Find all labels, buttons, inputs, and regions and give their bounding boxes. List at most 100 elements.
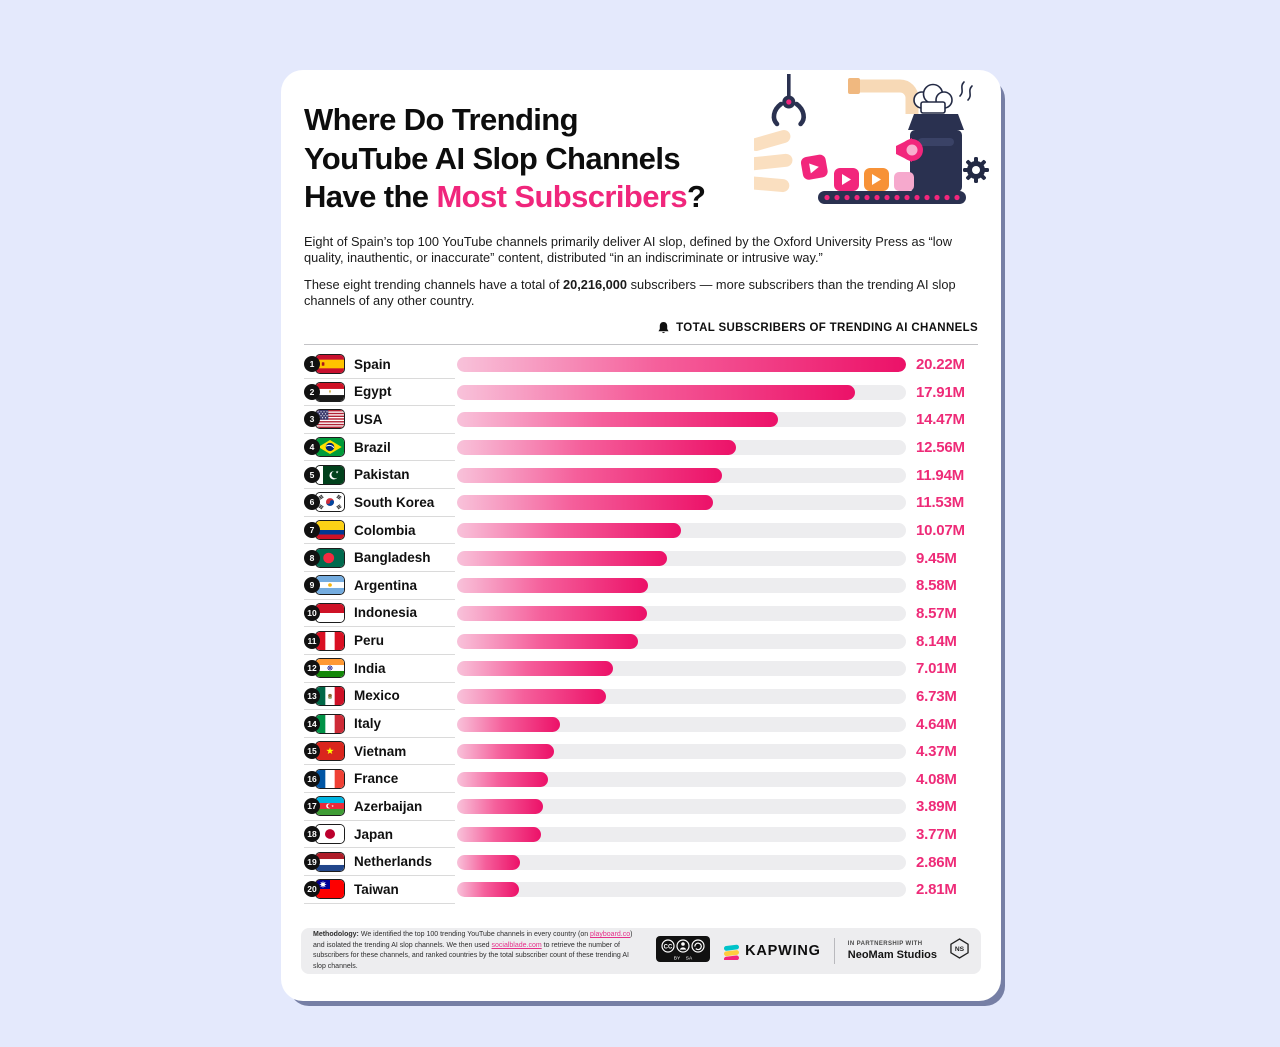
bar-fill [457,357,906,373]
methodology-part-3: to retrieve the number of subscribers fo… [313,941,629,970]
kapwing-wordmark: KAPWING [745,943,821,959]
flag-icon-usa [315,409,345,430]
value-label: 14.47M [916,411,965,429]
value-label: 11.53M [916,494,965,512]
row-label: 5 Pakistan [304,461,455,490]
value-label: 7.01M [916,660,957,678]
infographic-card: Where Do Trending YouTube AI Slop Channe… [281,70,1001,1001]
chart-row: 10 Indonesia 8.57M [304,600,978,628]
country-label: Taiwan [354,881,399,897]
svg-text:SA: SA [686,955,693,961]
row-label: 14 Italy [304,710,455,738]
bar-track [457,799,906,815]
socialblade-link[interactable]: socialblade.com [491,941,542,949]
bar-fill [457,578,648,594]
value-label: 4.37M [916,743,957,761]
footer-bar: Methodology: We identified the top 100 t… [301,928,981,974]
methodology-label: Methodology: [313,931,359,938]
rank-badge: 2 [304,383,320,400]
kapwing-logo[interactable]: KAPWING [723,943,821,960]
chart-row: 13 Mexico 6.73M [304,683,978,711]
bar-fill [457,633,638,649]
title-line-2: YouTube AI Slop Channels [304,140,681,176]
title-line-1: Where Do Trending [304,102,579,137]
chart-row: 15 Vietnam 4.37M [304,738,978,766]
value-label: 4.64M [916,715,957,733]
chart-row: 5 Pakistan 11.94M [304,461,978,490]
rank-badge: 3 [304,411,320,428]
rank-badge: 12 [304,660,320,677]
rank-badge: 13 [304,687,320,704]
bar-fill [457,771,548,787]
bar-track [457,688,906,704]
intro-p2-prefix: These eight trending channels have a tot… [304,276,563,292]
title-line-3-prefix: Have the [304,179,437,214]
footer-divider [833,938,835,964]
row-label: 6 South Korea [304,489,455,517]
bar-track [457,578,906,594]
chart-row: 16 France 4.08M [304,765,978,794]
chart-row: 9 Argentina 8.58M [304,572,978,600]
country-label: Italy [354,716,382,732]
flag-icon-peru [315,630,345,651]
chart-row: 4 Brazil 12.56M [304,434,978,462]
bar-fill [457,799,544,815]
row-label: 10 Indonesia [304,600,455,628]
content-factory-illustration [746,74,989,222]
factory-machine-graphic [746,74,989,204]
bar-chart: 1 Spain 20.22M 2 Egypt 17.91M 3 USA 14.4… [304,351,978,904]
value-label: 10.07M [916,522,965,540]
title-highlight: Most Subscribers [436,179,687,214]
row-label: 4 Brazil [304,434,455,462]
flag-icon-brazil [315,437,345,458]
rank-badge: 14 [304,715,320,732]
chart-legend: TOTAL SUBSCRIBERS OF TRENDING AI CHANNEL… [304,321,978,345]
value-label: 2.81M [916,881,957,899]
flag-icon-indonesia [315,602,345,623]
row-label: 1 Spain [304,351,455,379]
bar-fill [457,412,779,428]
chart-row: 20 Taiwan 2.81M [304,876,978,904]
rank-badge: 6 [304,494,320,511]
row-label: 8 Bangladesh [304,544,455,572]
title-line-3: Have the Most Subscribers? [304,178,764,217]
rank-badge: 5 [304,466,320,483]
row-label: 15 Vietnam [304,738,455,766]
bar-track [457,661,906,677]
flag-icon-italy [315,713,345,734]
value-label: 8.57M [916,604,957,622]
bar-track [457,440,906,456]
title-line-3-suffix: ? [686,179,706,214]
bar-fill [457,440,736,456]
playboard-link[interactable]: playboard.co [590,931,631,938]
flag-icon-argentina [315,575,345,596]
row-label: 2 Egypt [304,379,455,407]
country-label: Argentina [354,577,418,593]
chart-row: 14 Italy 4.64M [304,710,978,738]
rank-badge: 18 [304,826,320,843]
bar-track [457,384,906,400]
bar-fill [457,523,681,539]
value-label: 3.89M [916,798,957,816]
row-label: 17 Azerbaijan [304,793,455,821]
chart-row: 8 Bangladesh 9.45M [304,544,978,572]
neomam-logo-icon[interactable]: NS [950,938,969,964]
bar-track [457,467,906,483]
rank-badge: 4 [304,439,320,456]
bar-track [457,495,906,511]
cc-by-sa-license-badge[interactable]: CC BY SA [656,935,711,967]
flag-icon-vietnam [315,741,345,762]
partner-name: NeoMam Studios [847,949,937,961]
subscriber-total: 20,216,000 [562,276,628,292]
bar-fill [457,827,541,843]
chart-row: 2 Egypt 17.91M [304,379,978,407]
country-label: Netherlands [354,854,433,870]
country-label: Pakistan [354,467,410,483]
country-label: France [354,771,399,787]
methodology-part-2: ) and isolated the trending AI slop chan… [313,931,633,949]
intro-paragraph-1: Eight of Spain’s top 100 YouTube channel… [304,233,953,266]
rank-badge: 15 [304,743,320,760]
bar-fill [457,744,555,760]
chart-row: 19 Netherlands 2.86M [304,848,978,877]
bar-fill [457,688,607,704]
